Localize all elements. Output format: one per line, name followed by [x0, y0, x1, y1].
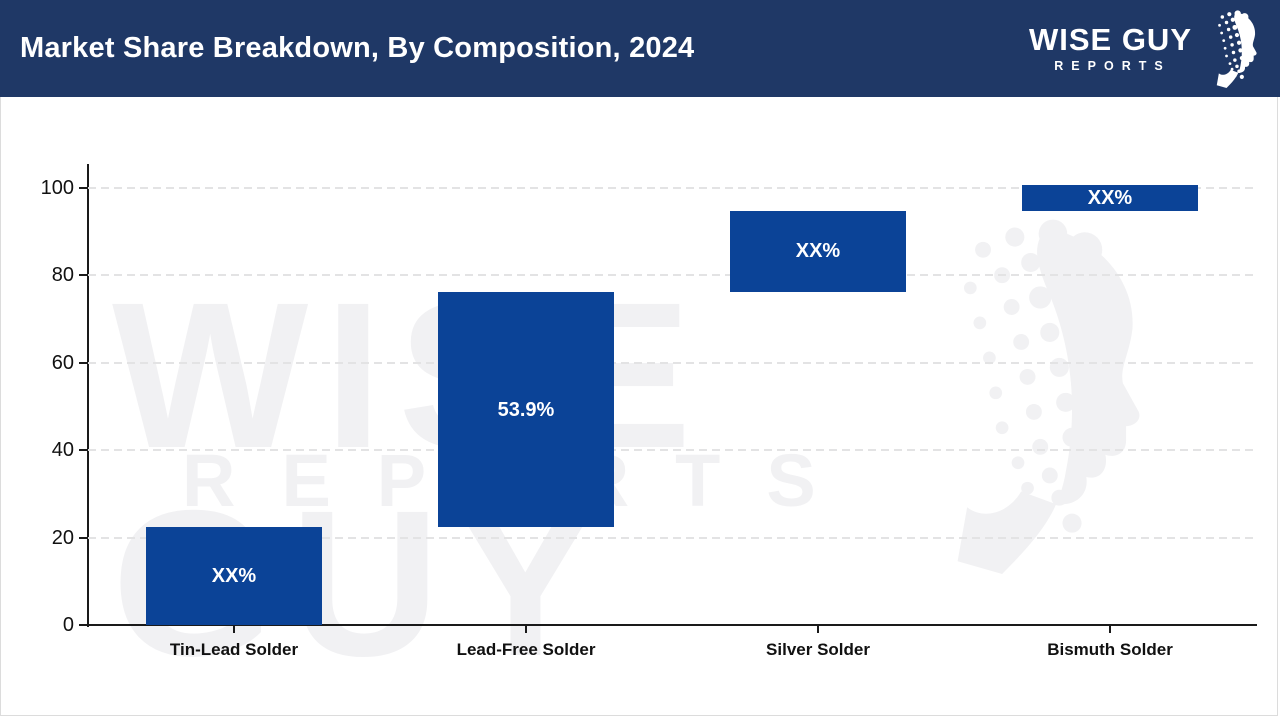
- wiseguy-face-icon: [1216, 9, 1257, 88]
- x-tick-mark-lead-free-solder: [525, 626, 527, 633]
- y-tick-mark-20: [79, 536, 88, 539]
- wiseguy-logo-text: WISE GUY REPORTS: [1029, 24, 1192, 73]
- y-tick-label-20: 20: [51, 526, 74, 549]
- wiseguy-logo: WISE GUY REPORTS: [1029, 9, 1262, 88]
- x-tick-mark-silver-solder: [817, 626, 819, 633]
- gridline-60: [88, 361, 1256, 364]
- watermark-face-icon: [957, 219, 1140, 574]
- logo-brand-name: WISE GUY: [1028, 22, 1192, 58]
- y-tick-label-80: 80: [51, 264, 74, 286]
- y-tick-label-60: 60: [51, 351, 74, 374]
- y-tick-mark-0: [79, 624, 88, 626]
- bar-tin-lead-solder: XX%: [145, 527, 323, 625]
- x-tick-mark-tin-lead-solder: [233, 626, 235, 633]
- bar-lead-free-solder: 53.9%: [437, 291, 615, 528]
- y-tick-label-0: 0: [62, 614, 74, 636]
- x-axis-label-lead-free-solder: Lead-Free Solder: [456, 640, 596, 659]
- x-axis-label-bismuth-solder: Bismuth Solder: [1047, 640, 1173, 659]
- y-tick-mark-100: [79, 186, 88, 189]
- y-tick-mark-60: [79, 361, 88, 364]
- page-title: Market Share Breakdown, By Composition, …: [20, 32, 695, 64]
- header-bar: Market Share Breakdown, By Composition, …: [0, 0, 1280, 97]
- y-axis-line: [87, 164, 89, 627]
- y-tick-mark-80: [79, 274, 88, 276]
- x-tick-mark-bismuth-solder: [1109, 626, 1111, 633]
- x-axis-label-silver-solder: Silver Solder: [766, 640, 870, 659]
- gridline-100: [88, 186, 1256, 189]
- gridline-80: [88, 274, 1256, 276]
- bar-value-label-bismuth-solder: XX%: [1087, 187, 1133, 210]
- bar-value-label-silver-solder: XX%: [795, 240, 841, 263]
- bar-silver-solder: XX%: [729, 211, 907, 292]
- x-axis-label-tin-lead-solder: Tin-Lead Solder: [169, 640, 299, 659]
- gridline-40: [88, 449, 1256, 451]
- x-axis-line: [87, 624, 1257, 626]
- bar-bismuth-solder: XX%: [1021, 185, 1199, 212]
- y-tick-label-40: 40: [51, 439, 74, 461]
- bar-value-label-tin-lead-solder: XX%: [211, 565, 257, 588]
- y-tick-mark-40: [79, 449, 88, 451]
- bar-value-label-lead-free-solder: 53.9%: [497, 398, 555, 421]
- y-tick-label-100: 100: [40, 176, 74, 199]
- logo-brand-subtitle: REPORTS: [1054, 59, 1171, 74]
- gridline-20: [88, 536, 1256, 539]
